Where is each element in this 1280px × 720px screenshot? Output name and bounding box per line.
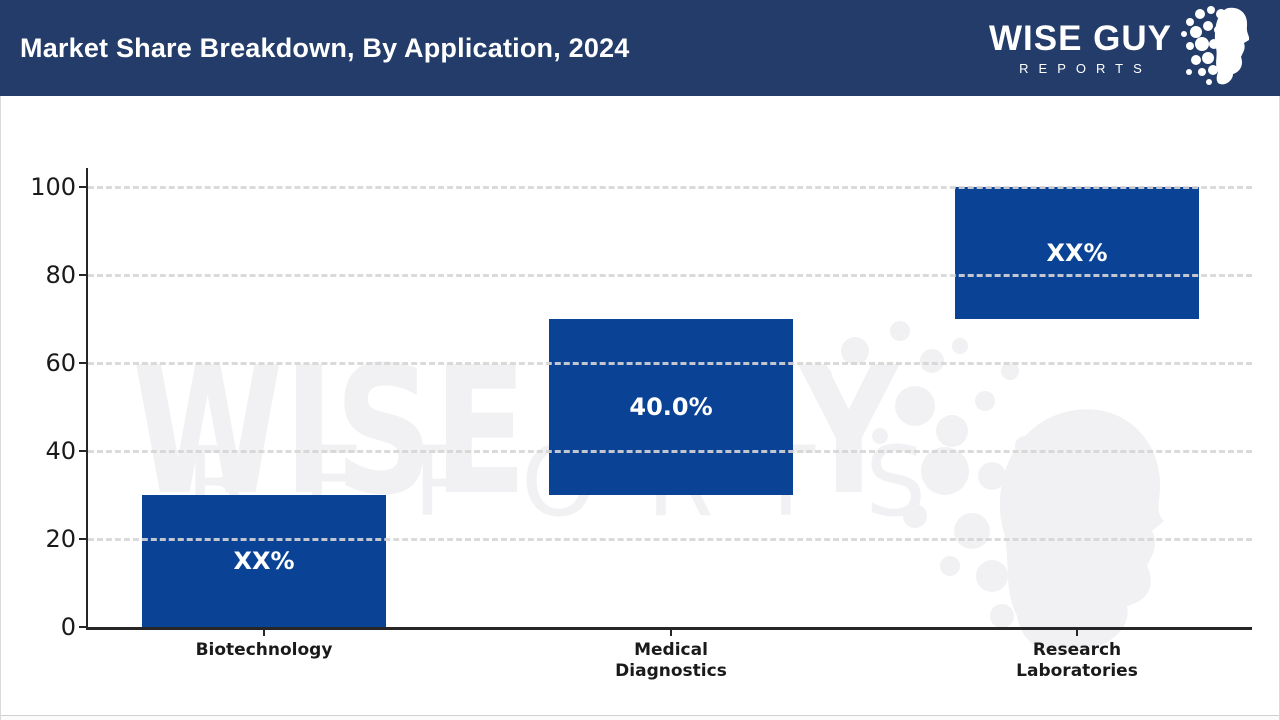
y-tick-label: 100 (30, 173, 76, 201)
header-bar: Market Share Breakdown, By Application, … (0, 0, 1280, 96)
bar (955, 187, 1199, 319)
y-tick-label: 60 (45, 349, 76, 377)
grid-line (88, 362, 1252, 365)
y-tick-label: 80 (45, 261, 76, 289)
x-category-label: Medical Diagnostics (615, 640, 727, 682)
bar (142, 495, 386, 627)
bar-value-label: XX% (233, 547, 295, 575)
x-axis-line (86, 627, 1252, 630)
bar-value-label: 40.0% (629, 393, 713, 421)
grid-line (88, 538, 1252, 541)
y-tick-mark (79, 450, 88, 452)
y-tick-label: 40 (45, 437, 76, 465)
y-tick-mark (79, 626, 88, 628)
y-tick-label: 20 (45, 525, 76, 553)
brand-name: WISE GUY (988, 19, 1172, 58)
x-category-label: Research Laboratories (1016, 640, 1138, 682)
x-category-label: Biotechnology (195, 640, 333, 660)
brand-logo: WISE GUY REPORTS (989, 4, 1254, 92)
grid-line (88, 186, 1252, 189)
brand-subname: REPORTS (1019, 61, 1152, 76)
bar-value-label: XX% (1046, 239, 1108, 267)
y-tick-mark (79, 362, 88, 364)
y-tick-mark (79, 186, 88, 188)
page-title: Market Share Breakdown, By Application, … (20, 32, 630, 63)
y-tick-mark (79, 274, 88, 276)
grid-line (88, 450, 1252, 453)
brand-logo-text: WISE GUY REPORTS (989, 21, 1172, 75)
y-tick-mark (79, 538, 88, 540)
grid-line (88, 274, 1252, 277)
y-tick-label: 0 (60, 613, 76, 641)
bar (549, 319, 793, 495)
y-axis-line (86, 168, 88, 629)
x-tick-mark (263, 627, 265, 636)
x-tick-mark (670, 627, 672, 636)
brand-face-icon (1176, 4, 1254, 92)
